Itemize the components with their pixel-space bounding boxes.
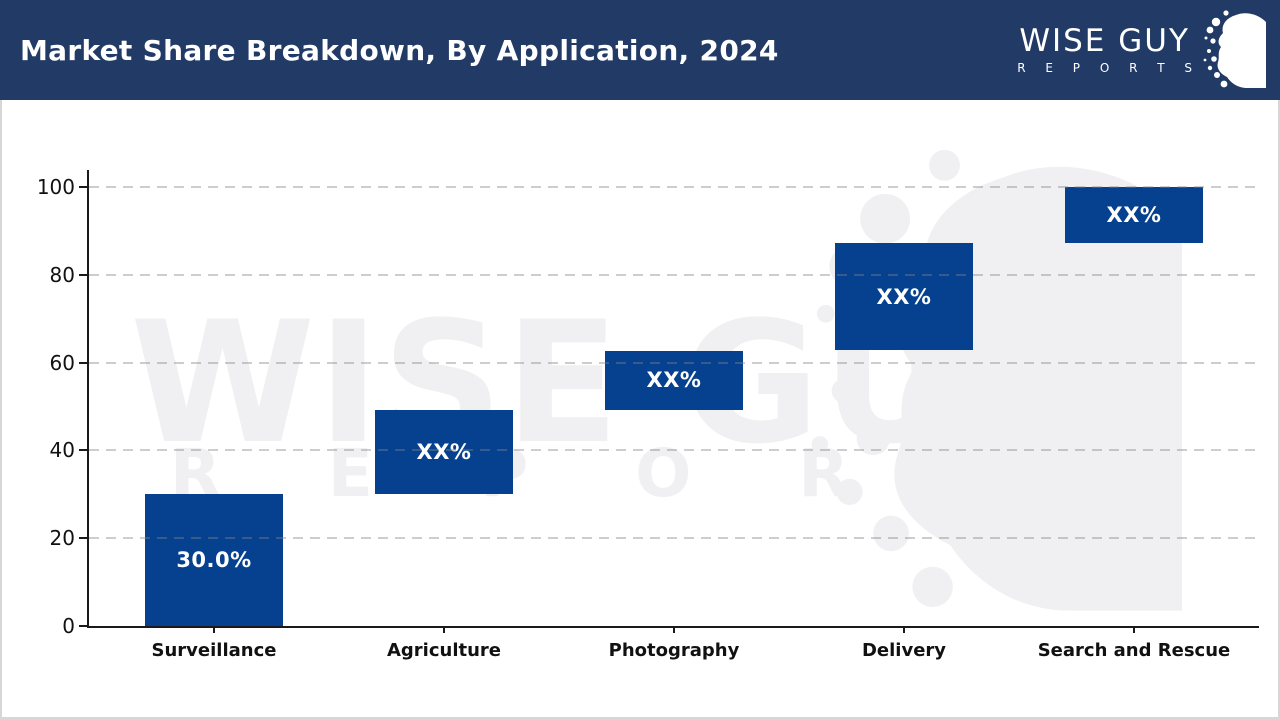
- bar-value-label: 30.0%: [176, 548, 252, 573]
- x-category-label-agriculture: Agriculture: [386, 640, 502, 661]
- y-tick-mark: [79, 449, 87, 452]
- bar-value-label: XX%: [1106, 203, 1162, 228]
- bar-photography: XX%: [605, 350, 743, 410]
- bar-agriculture: XX%: [375, 409, 513, 495]
- gridline-40: [89, 449, 1259, 452]
- x-category-label-photography: Photography: [608, 640, 740, 661]
- bar-value-label: XX%: [646, 368, 702, 393]
- y-tick-label: 20: [49, 526, 75, 551]
- y-tick-label: 100: [36, 175, 75, 199]
- x-tick-mark: [213, 626, 215, 633]
- bar-search-and-rescue: XX%: [1065, 187, 1203, 244]
- y-tick-label: 80: [49, 262, 75, 287]
- logo-text: WISE GUY R E P O R T S: [1009, 23, 1200, 75]
- y-tick-mark: [79, 186, 87, 188]
- x-tick-mark: [1133, 626, 1135, 633]
- bar-surveillance: 30.0%: [145, 494, 283, 626]
- x-category-label-surveillance: Surveillance: [151, 640, 277, 661]
- chart-title: Market Share Breakdown, By Application, …: [20, 33, 779, 67]
- bar-value-label: XX%: [876, 284, 932, 309]
- header-bar: Market Share Breakdown, By Application, …: [0, 0, 1280, 100]
- y-tick-mark: [79, 625, 87, 627]
- bar-value-label: XX%: [416, 439, 472, 464]
- x-tick-mark: [903, 626, 905, 633]
- y-tick-mark: [79, 537, 87, 540]
- y-tick-mark: [79, 361, 87, 364]
- plot-area: 0 20 40 60 80 100 30.0% Surveillance XX% Agricult…: [37, 170, 1259, 661]
- gridline-100: [89, 186, 1259, 188]
- gridline-80: [89, 273, 1259, 276]
- wise-guy-logo: WISE GUY R E P O R T S: [1009, 10, 1266, 90]
- logo-subtext: R E P O R T S: [1017, 61, 1200, 75]
- x-tick-mark: [443, 626, 445, 633]
- logo-wordmark: WISE GUY: [1019, 23, 1190, 59]
- gridline-20: [89, 537, 1259, 540]
- y-tick-label: 60: [49, 350, 75, 375]
- y-tick-label: 40: [49, 438, 75, 463]
- x-tick-mark: [673, 626, 675, 633]
- y-tick-mark: [79, 273, 87, 276]
- gridline-60: [89, 361, 1259, 364]
- head-profile-icon: [1203, 10, 1266, 88]
- bar-delivery: XX%: [835, 243, 973, 350]
- chart-figure: WISE GUY R E P O R T S 0 20 40 60 80 100 30.0%…: [0, 100, 1280, 720]
- x-category-label-delivery: Delivery: [861, 640, 947, 661]
- x-category-label-search-and-rescue: Search and Rescue: [1037, 640, 1231, 661]
- y-tick-label: 0: [62, 614, 75, 638]
